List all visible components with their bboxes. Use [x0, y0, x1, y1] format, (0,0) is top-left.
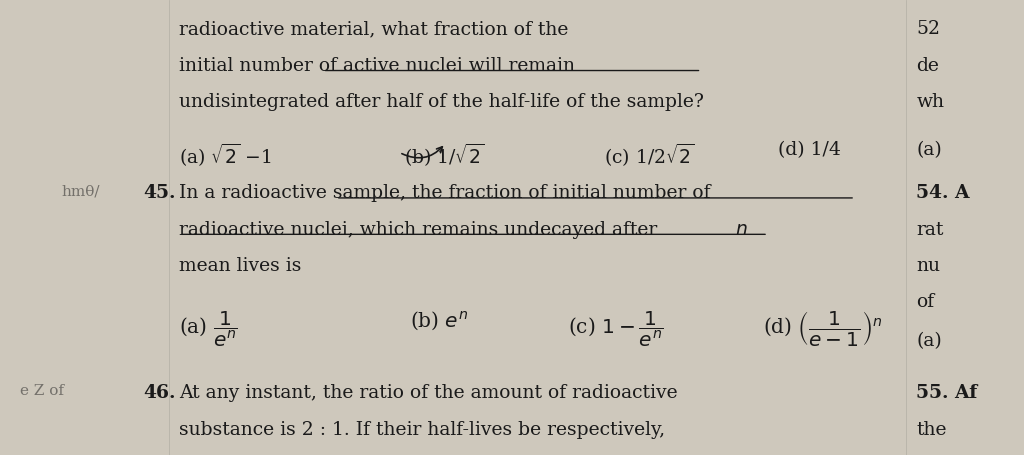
Text: of: of — [916, 293, 935, 312]
Text: de: de — [916, 57, 939, 75]
Text: substance is 2 : 1. If their half-lives be respectively,: substance is 2 : 1. If their half-lives … — [179, 421, 666, 439]
Text: 52: 52 — [916, 20, 940, 39]
Text: (a) $\dfrac{1}{e^n}$: (a) $\dfrac{1}{e^n}$ — [179, 309, 238, 349]
Text: 54. A: 54. A — [916, 184, 970, 202]
Text: rat: rat — [916, 221, 944, 239]
Text: 55. Af: 55. Af — [916, 384, 978, 403]
Text: (d) $\left(\dfrac{1}{e-1}\right)^n$: (d) $\left(\dfrac{1}{e-1}\right)^n$ — [763, 309, 882, 349]
Text: e Z of: e Z of — [20, 384, 65, 399]
Text: (a): (a) — [916, 141, 942, 159]
Text: (c) 1/2$\sqrt{2}$: (c) 1/2$\sqrt{2}$ — [604, 141, 695, 168]
Text: (d) 1/4: (d) 1/4 — [778, 141, 841, 159]
Text: (b) $e^n$: (b) $e^n$ — [410, 309, 468, 332]
Text: 45.: 45. — [143, 184, 176, 202]
Text: In a radioactive sample, the fraction of initial number of: In a radioactive sample, the fraction of… — [179, 184, 711, 202]
Text: wh: wh — [916, 93, 944, 111]
Text: undisintegrated after half of the half-life of the sample?: undisintegrated after half of the half-l… — [179, 93, 705, 111]
Text: initial number of active nuclei will remain: initial number of active nuclei will rem… — [179, 57, 575, 75]
Text: radioactive material, what fraction of the: radioactive material, what fraction of t… — [179, 20, 568, 39]
Text: 46.: 46. — [143, 384, 176, 403]
Text: (c) $1 - \dfrac{1}{e^n}$: (c) $1 - \dfrac{1}{e^n}$ — [568, 309, 664, 349]
Text: (a) $\sqrt{2}$ −1: (a) $\sqrt{2}$ −1 — [179, 141, 271, 168]
Text: the: the — [916, 421, 947, 439]
Text: nu: nu — [916, 257, 940, 275]
Text: mean lives is: mean lives is — [179, 257, 302, 275]
Text: $n$: $n$ — [735, 221, 748, 239]
Text: At any instant, the ratio of the amount of radioactive: At any instant, the ratio of the amount … — [179, 384, 678, 403]
Text: radioactive nuclei, which remains undecayed after: radioactive nuclei, which remains undeca… — [179, 221, 664, 239]
Text: (a): (a) — [916, 332, 942, 350]
Text: (b) 1/$\sqrt{2}$: (b) 1/$\sqrt{2}$ — [404, 141, 485, 168]
Text: hmθ/: hmθ/ — [61, 184, 100, 198]
